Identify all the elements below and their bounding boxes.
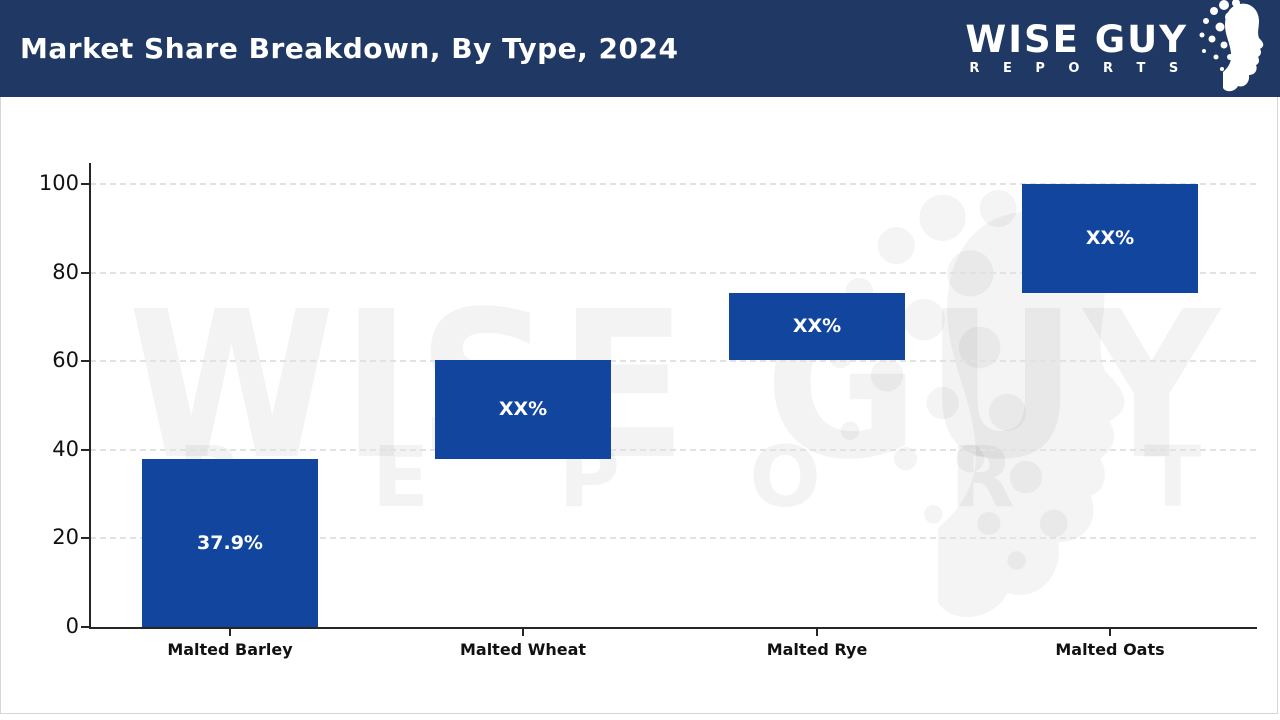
x-tick-mark [816, 629, 818, 636]
logo-text: WISE GUY R E P O R T S [965, 21, 1188, 76]
y-axis-spine [89, 163, 91, 629]
x-axis-label-malted-oats: Malted Oats [1055, 640, 1165, 659]
x-tick-mark [522, 629, 524, 636]
y-tick-mark [81, 271, 89, 274]
bar-malted-wheat: XX% [435, 359, 611, 460]
bar-value-label: XX% [498, 398, 548, 421]
y-axis-tick-label: 20 [52, 525, 79, 550]
gridline-20 [90, 537, 1256, 540]
logo-subtitle: R E P O R T S [969, 61, 1188, 76]
y-axis-tick-label: 100 [38, 171, 79, 195]
y-tick-mark [81, 537, 89, 540]
y-tick-mark [81, 626, 89, 628]
bar-value-label: XX% [1085, 227, 1135, 250]
bar-malted-barley: 37.9% [142, 459, 318, 627]
x-axis-label-malted-rye: Malted Rye [766, 640, 868, 659]
gridline-80 [90, 271, 1256, 274]
y-axis-tick-label: 40 [52, 436, 79, 461]
y-tick-mark [81, 448, 89, 451]
y-axis-tick-label: 80 [52, 259, 79, 284]
y-axis-tick-label: 0 [65, 614, 79, 638]
y-tick-mark [81, 360, 89, 363]
x-axis-spine [89, 627, 1257, 629]
y-tick-mark [81, 183, 89, 185]
gridline-100 [90, 183, 1256, 185]
x-axis-label-malted-wheat: Malted Wheat [459, 640, 587, 659]
bar-value-label: XX% [792, 315, 842, 338]
x-tick-mark [229, 629, 231, 636]
x-tick-mark [1109, 629, 1111, 636]
logo: WISE GUY R E P O R T S [965, 0, 1280, 98]
page-title: Market Share Breakdown, By Type, 2024 [20, 32, 679, 65]
bar-value-label: 37.9% [197, 532, 263, 555]
logo-wordmark: WISE GUY [965, 18, 1188, 61]
y-axis-tick-label: 60 [52, 348, 79, 373]
bar-malted-rye: XX% [729, 292, 905, 360]
bar-malted-oats: XX% [1022, 184, 1198, 293]
logo-face-icon [1192, 0, 1270, 98]
x-axis-label-malted-barley: Malted Barley [167, 640, 293, 659]
gridline-40 [90, 448, 1256, 451]
header-bar: Market Share Breakdown, By Type, 2024 WI… [0, 0, 1280, 97]
gridline-60 [90, 360, 1256, 363]
